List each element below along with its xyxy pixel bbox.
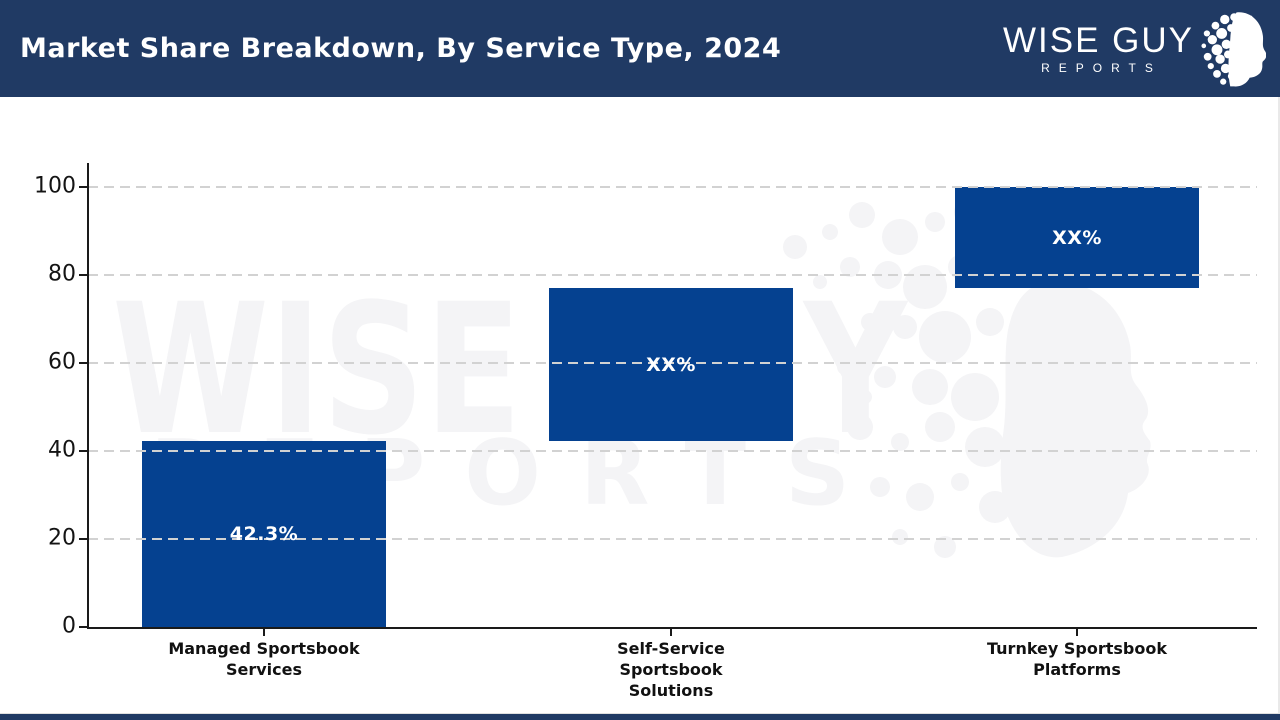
y-axis-line [87, 163, 89, 629]
y-tick-80 [79, 274, 87, 276]
gridline-80 [88, 274, 1257, 276]
bar-segment [549, 288, 793, 441]
y-tick-label-60: 60 [48, 349, 76, 375]
footer-divider [0, 713, 1280, 714]
header: Market Share Breakdown, By Service Type,… [0, 0, 1280, 97]
y-tick-label-20: 20 [48, 525, 76, 551]
x-axis-line [87, 627, 1257, 629]
y-tick-60 [79, 362, 87, 364]
watermark-face-shape [1000, 281, 1151, 558]
logo-brand-text: WISE GUY [1002, 20, 1194, 60]
y-tick-label-80: 80 [48, 261, 76, 287]
chart-area: WISE GUY REPORTS [0, 97, 1280, 713]
x-category-label: Managed Sportsbook Services [168, 639, 360, 679]
gridline-100 [88, 186, 1257, 188]
x-tick [1076, 629, 1078, 636]
footer-bar [0, 714, 1280, 720]
y-tick-label-40: 40 [48, 437, 76, 463]
y-tick-0 [79, 626, 87, 628]
page-title: Market Share Breakdown, By Service Type,… [20, 33, 782, 64]
bar-segment [142, 440, 386, 627]
logo-reports-text: REPORTS [1041, 60, 1162, 75]
y-tick-20 [79, 538, 87, 540]
y-tick-40 [79, 450, 87, 452]
logo-text: WISE GUY REPORTS [1002, 20, 1194, 75]
logo-face-icon [1201, 11, 1266, 86]
y-tick-label-100: 100 [34, 173, 76, 199]
bar-segment [955, 187, 1199, 289]
wiseguy-logo: WISE GUY REPORTS [1003, 7, 1266, 91]
y-tick-label-0: 0 [62, 613, 76, 639]
y-tick-100 [79, 186, 87, 188]
x-tick [670, 629, 672, 636]
x-category-label: Turnkey Sportsbook Platforms [987, 639, 1167, 679]
gridline-20 [88, 538, 1257, 540]
x-tick [263, 629, 265, 636]
gridline-40 [88, 450, 1257, 452]
gridline-60 [88, 362, 1257, 364]
x-category-label: Self-Service Sportsbook Solutions [617, 639, 725, 700]
